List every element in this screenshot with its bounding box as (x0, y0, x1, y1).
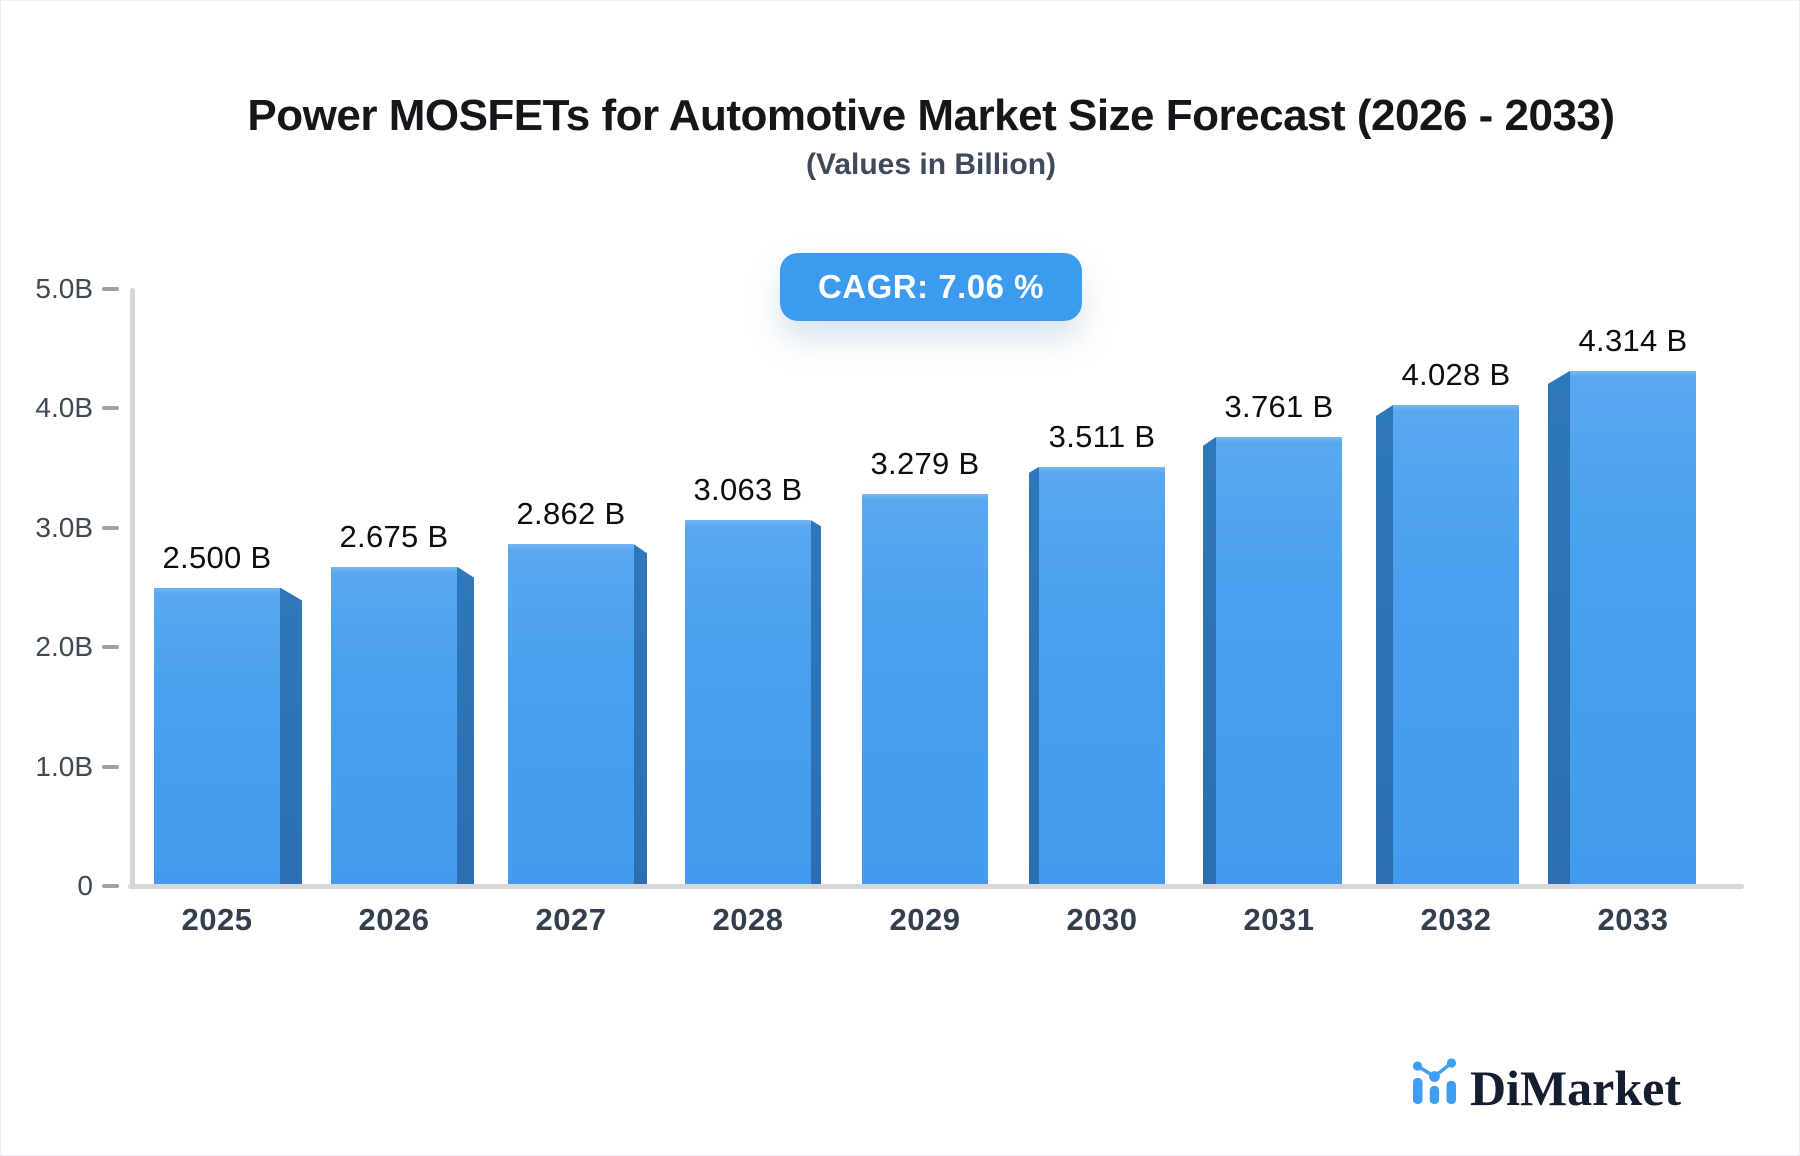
dimarket-logo-text: DiMarket (1469, 1060, 1681, 1116)
bar-2026 (331, 566, 457, 885)
y-axis-tick (102, 884, 119, 888)
x-axis-label: 2025 (181, 902, 253, 937)
bar-side-face (1203, 436, 1216, 885)
y-axis-tick (102, 525, 119, 530)
x-axis-label: 2030 (1066, 902, 1138, 937)
cagr-badge: CAGR: 7.06 % (779, 253, 1083, 321)
bar-value-label: 3.511 B (1048, 418, 1156, 454)
y-axis-tick (102, 645, 119, 650)
bar-value-label: 2.675 B (339, 518, 449, 554)
bar-2025 (154, 587, 280, 885)
y-axis-label: 5.0B (35, 273, 93, 304)
bar-2029 (862, 494, 988, 885)
y-axis-label: 4.0B (35, 392, 93, 424)
bar-side-face (457, 566, 474, 885)
bar-2032 (1393, 405, 1519, 885)
x-axis-label: 2028 (712, 902, 784, 937)
y-axis-label: 3.0B (35, 511, 93, 543)
bar-side-face (634, 544, 647, 885)
bar-2030 (1039, 466, 1165, 885)
bar-value-label: 3.279 B (870, 446, 980, 482)
bar-2033 (1570, 370, 1696, 885)
bar-2031 (1216, 436, 1342, 885)
bar-value-label: 3.063 B (693, 472, 803, 508)
bar-value-label: 2.862 B (516, 496, 626, 532)
bar-value-label: 2.500 B (162, 539, 272, 575)
dimarket-logo: DiMarket (1411, 1057, 1681, 1113)
bar-side-face (811, 520, 821, 885)
bar-value-label: 4.314 B (1578, 322, 1688, 358)
y-axis-label: 1.0B (35, 750, 93, 782)
x-axis-label: 2026 (358, 902, 430, 937)
y-axis-line (130, 288, 135, 889)
x-axis-line (128, 884, 1744, 889)
x-axis-label: 2033 (1597, 902, 1669, 937)
y-axis-label: 2.0B (35, 631, 93, 663)
bar-side-face (1548, 370, 1570, 885)
y-axis-label: 0 (77, 870, 93, 901)
x-axis-label: 2031 (1243, 902, 1315, 937)
x-axis-label: 2027 (535, 902, 607, 937)
y-axis-tick (102, 287, 119, 291)
y-axis-tick (102, 406, 119, 411)
x-axis-label: 2029 (889, 902, 961, 937)
bar-2028 (685, 520, 811, 885)
chart-subtitle: (Values in Billion) (805, 148, 1057, 181)
chart-title: Power MOSFETs for Automotive Market Size… (247, 91, 1615, 140)
y-axis-tick (102, 764, 119, 769)
x-axis-label: 2032 (1420, 902, 1492, 937)
bar-2027 (508, 544, 634, 885)
bar-side-face (280, 587, 302, 885)
bar-side-face (1029, 466, 1039, 885)
bar-side-face (1376, 405, 1393, 885)
bar-value-label: 3.761 B (1224, 388, 1334, 424)
bar-value-label: 4.028 B (1401, 357, 1511, 393)
dimarket-logo-icon (1412, 1058, 1457, 1104)
